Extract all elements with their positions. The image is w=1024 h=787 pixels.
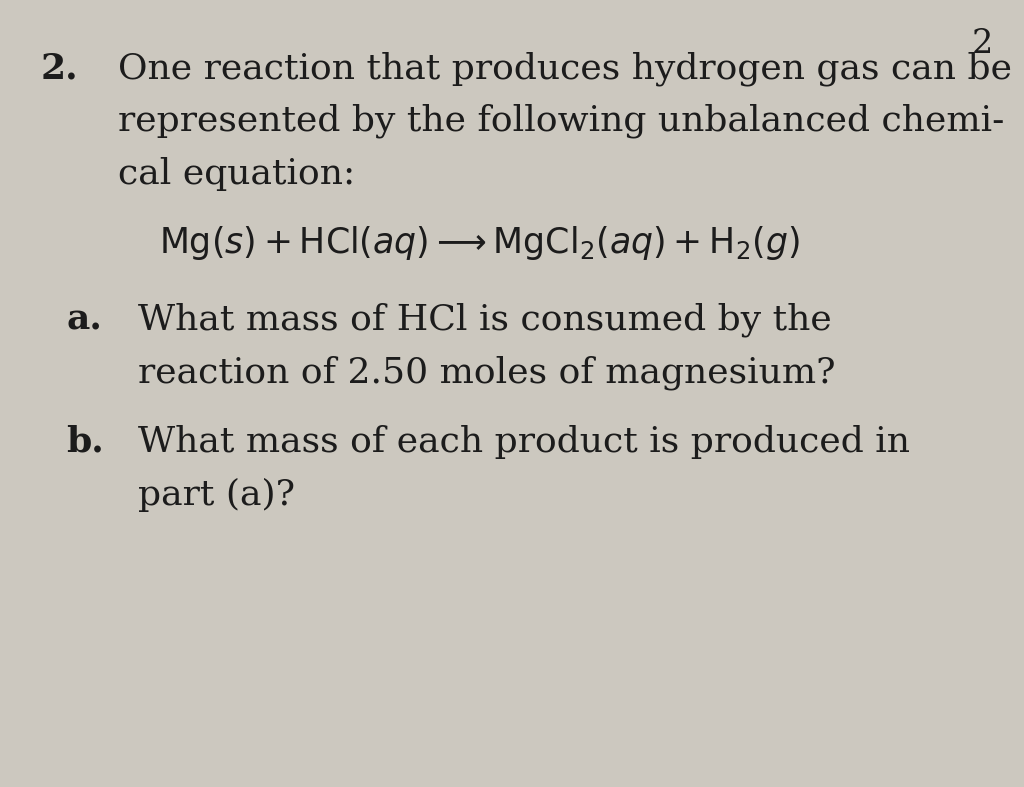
Text: 2: 2 (972, 28, 993, 60)
Text: One reaction that produces hydrogen gas can be: One reaction that produces hydrogen gas … (118, 51, 1012, 86)
Text: represented by the following unbalanced chemi-: represented by the following unbalanced … (118, 104, 1005, 139)
Text: reaction of 2.50 moles of magnesium?: reaction of 2.50 moles of magnesium? (138, 356, 836, 390)
Text: part (a)?: part (a)? (138, 478, 295, 512)
Text: b.: b. (67, 425, 104, 459)
Text: What mass of HCl is consumed by the: What mass of HCl is consumed by the (138, 303, 831, 338)
Text: cal equation:: cal equation: (118, 157, 355, 190)
Text: 2.: 2. (41, 51, 79, 85)
Text: What mass of each product is produced in: What mass of each product is produced in (138, 425, 910, 459)
Text: a.: a. (67, 303, 102, 337)
Text: $\mathregular{Mg}(s) + \mathregular{HCl}(aq) \longrightarrow \mathregular{MgCl_2: $\mathregular{Mg}(s) + \mathregular{HCl}… (159, 224, 800, 262)
